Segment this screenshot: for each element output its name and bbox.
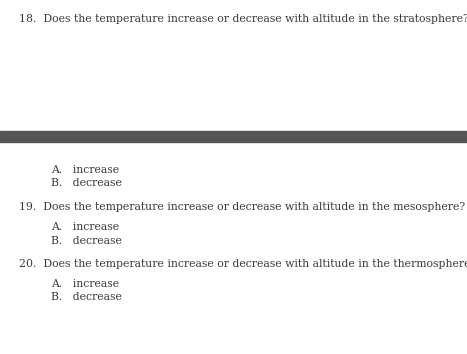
Text: 18.  Does the temperature increase or decrease with altitude in the stratosphere: 18. Does the temperature increase or dec… [19,15,467,24]
Text: B.   decrease: B. decrease [51,236,122,246]
Text: A.   increase: A. increase [51,165,120,175]
Text: A.   increase: A. increase [51,279,120,289]
Text: A.   increase: A. increase [51,222,120,232]
Text: B.   decrease: B. decrease [51,292,122,302]
Text: 19.  Does the temperature increase or decrease with altitude in the mesosphere?: 19. Does the temperature increase or dec… [19,202,465,212]
Bar [0,131,467,142]
Text: 20.  Does the temperature increase or decrease with altitude in the thermosphere: 20. Does the temperature increase or dec… [19,259,467,269]
Text: B.   decrease: B. decrease [51,178,122,188]
